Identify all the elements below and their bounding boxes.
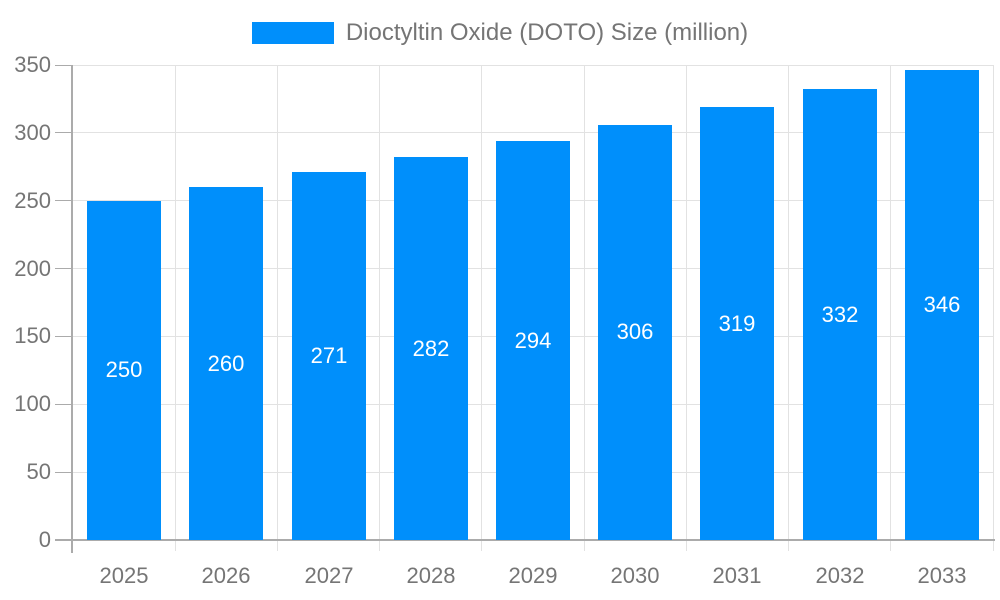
x-axis-tick bbox=[992, 540, 994, 551]
x-axis-label: 2031 bbox=[712, 563, 762, 588]
y-axis-line bbox=[71, 65, 73, 553]
gridline-vertical bbox=[174, 65, 176, 540]
gridline-horizontal bbox=[73, 64, 993, 66]
legend-swatch-icon bbox=[251, 22, 334, 44]
bar-value-label: 306 bbox=[616, 319, 654, 345]
bar[interactable]: 260 bbox=[189, 187, 263, 540]
x-axis-tick bbox=[788, 540, 790, 551]
y-axis-label: 250 bbox=[14, 187, 51, 213]
gridline-vertical bbox=[276, 65, 278, 540]
x-axis-label: 2026 bbox=[201, 563, 251, 588]
gridline-vertical bbox=[890, 65, 892, 540]
y-axis-tick bbox=[55, 132, 73, 134]
bar-value-label: 319 bbox=[718, 310, 756, 336]
gridline-vertical bbox=[685, 65, 687, 540]
y-axis-tick bbox=[55, 64, 73, 66]
bar[interactable]: 332 bbox=[803, 89, 877, 540]
y-axis-label: 150 bbox=[14, 323, 51, 349]
x-axis-label: 2025 bbox=[99, 563, 149, 588]
x-axis-label: 2030 bbox=[610, 563, 660, 588]
x-axis-label: 2028 bbox=[406, 563, 456, 588]
y-axis-tick bbox=[55, 268, 73, 270]
gridline-vertical bbox=[583, 65, 585, 540]
bar-value-label: 271 bbox=[310, 343, 348, 369]
y-axis-label: 350 bbox=[14, 52, 51, 77]
x-axis-tick bbox=[379, 540, 381, 551]
y-axis-tick bbox=[55, 200, 73, 202]
gridline-horizontal bbox=[73, 132, 993, 134]
bar-value-label: 250 bbox=[105, 357, 143, 383]
legend[interactable]: Dioctyltin Oxide (DOTO) Size (million) bbox=[0, 20, 1000, 46]
y-axis-tick bbox=[55, 471, 73, 473]
bar[interactable]: 294 bbox=[496, 141, 570, 540]
bar[interactable]: 346 bbox=[905, 70, 979, 540]
gridline-vertical bbox=[481, 65, 483, 540]
bar-value-label: 346 bbox=[923, 292, 961, 318]
x-axis-tick bbox=[583, 540, 585, 551]
bar-value-label: 282 bbox=[412, 335, 450, 361]
bar-value-label: 294 bbox=[514, 327, 552, 353]
y-axis-label: 0 bbox=[38, 527, 51, 552]
gridline-vertical bbox=[992, 65, 994, 540]
bar[interactable]: 250 bbox=[87, 200, 161, 540]
x-axis-label: 2027 bbox=[304, 563, 354, 588]
y-axis-label: 50 bbox=[26, 459, 51, 485]
x-axis-label: 2029 bbox=[508, 563, 558, 588]
x-axis-tick bbox=[276, 540, 278, 551]
x-axis-tick bbox=[174, 540, 176, 551]
y-axis-label: 200 bbox=[14, 255, 51, 281]
gridline-vertical bbox=[788, 65, 790, 540]
x-axis-tick bbox=[481, 540, 483, 551]
gridline-vertical bbox=[379, 65, 381, 540]
x-axis-tick bbox=[890, 540, 892, 551]
y-axis-tick bbox=[55, 403, 73, 405]
bar-value-label: 260 bbox=[207, 350, 245, 376]
y-axis-label: 100 bbox=[14, 391, 51, 417]
x-axis-tick bbox=[685, 540, 687, 551]
bar[interactable]: 282 bbox=[394, 157, 468, 540]
bar-value-label: 332 bbox=[821, 301, 859, 327]
bar[interactable]: 306 bbox=[598, 124, 672, 540]
bar[interactable]: 319 bbox=[700, 107, 774, 540]
x-axis-line bbox=[55, 539, 995, 541]
y-axis-label: 300 bbox=[14, 119, 51, 145]
bar[interactable]: 271 bbox=[292, 172, 366, 540]
x-axis-label: 2033 bbox=[917, 563, 967, 588]
y-axis-tick bbox=[55, 335, 73, 337]
legend-label: Dioctyltin Oxide (DOTO) Size (million) bbox=[345, 19, 749, 46]
x-axis-label: 2032 bbox=[815, 563, 865, 588]
